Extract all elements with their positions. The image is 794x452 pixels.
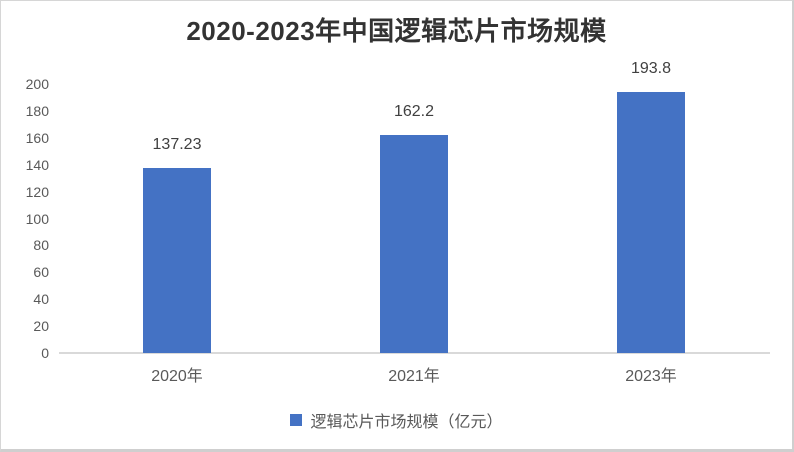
bar-2023年	[617, 92, 685, 353]
y-axis-tick-label: 120	[25, 183, 49, 200]
x-axis-line	[58, 352, 770, 354]
x-axis-tick-label: 2020年	[151, 368, 203, 385]
chart-title: 2020-2023年中国逻辑芯片市场规模	[186, 16, 607, 46]
y-axis-tick-label: 100	[25, 210, 49, 227]
legend-swatch-icon	[290, 414, 303, 426]
bar-value-label: 137.23	[152, 136, 202, 154]
y-axis-tick-label: 180	[25, 102, 49, 119]
y-axis-tick-label: 160	[25, 129, 49, 146]
x-axis-tick-label: 2023年	[625, 368, 677, 385]
legend-label: 逻辑芯片市场规模（亿元）	[310, 414, 503, 431]
y-axis-tick-label: 80	[33, 237, 49, 254]
x-axis-tick-label: 2021年	[388, 368, 440, 385]
y-axis-tick-label: 40	[33, 291, 49, 308]
y-axis-tick-label: 60	[33, 264, 49, 281]
legend: 逻辑芯片市场规模（亿元）	[1, 408, 792, 432]
bar-2021年	[380, 134, 448, 353]
bar-2020年	[143, 168, 211, 353]
bar-value-label: 162.2	[393, 102, 435, 120]
y-axis-tick-label: 20	[33, 318, 49, 335]
y-axis-tick-label: 140	[25, 156, 49, 173]
y-axis-tick-label: 0	[41, 345, 49, 361]
y-axis-tick-label: 200	[25, 76, 49, 92]
bar-value-label: 193.8	[630, 60, 672, 78]
